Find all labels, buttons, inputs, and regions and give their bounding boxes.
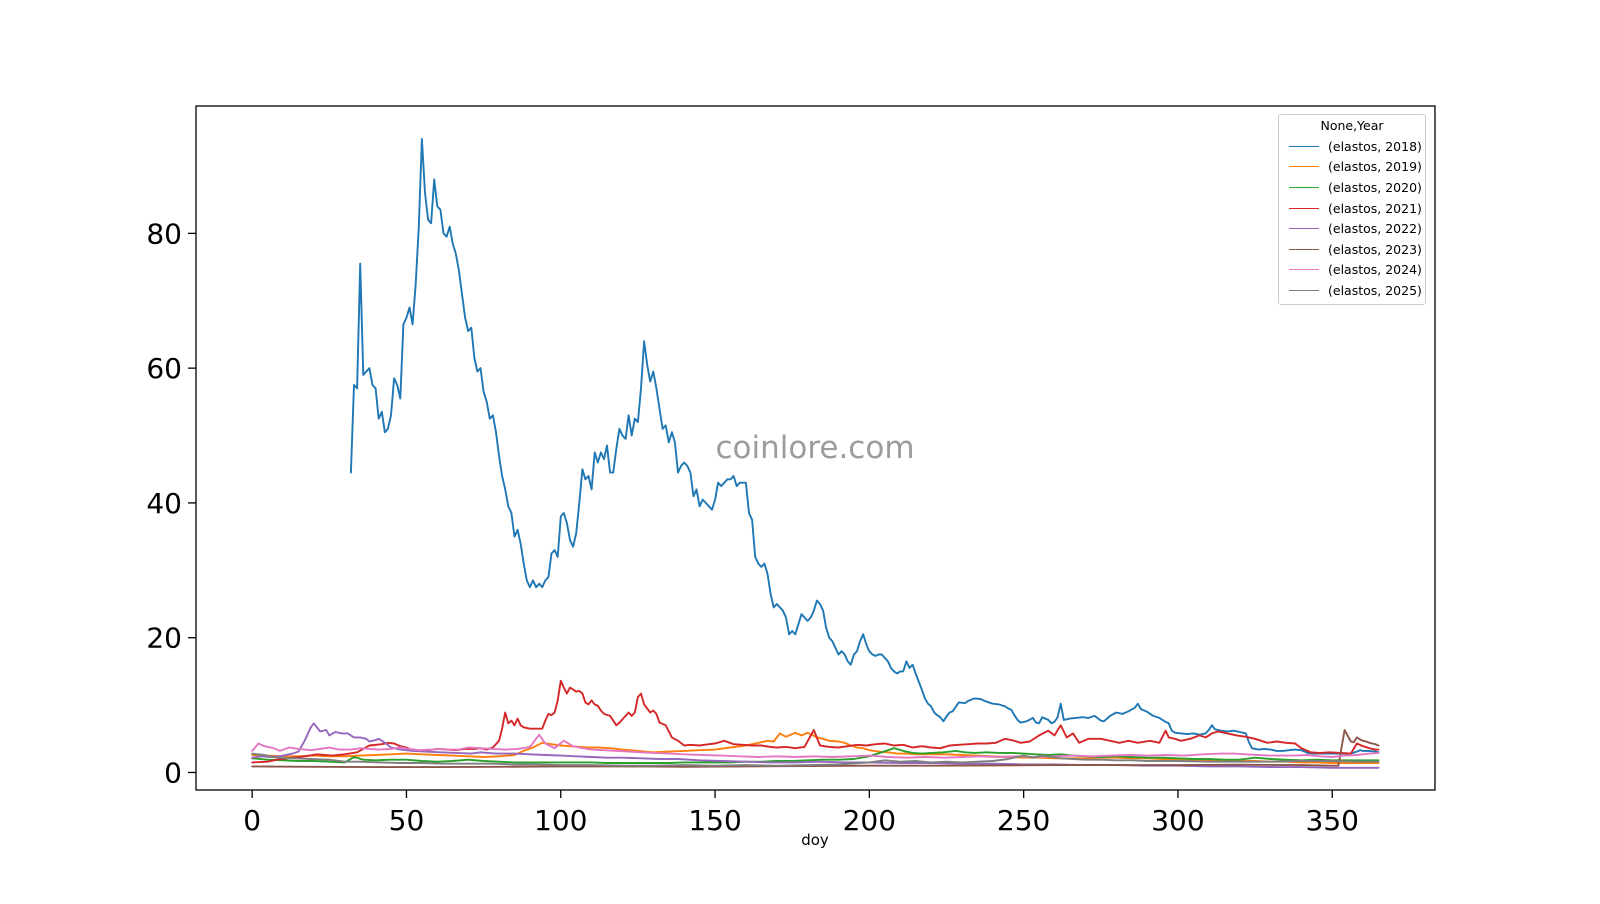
legend-swatch-2023 xyxy=(1289,248,1319,250)
plot-frame xyxy=(195,105,1436,791)
legend-swatch-2025 xyxy=(1289,289,1319,291)
legend-item-2021: (elastos, 2021) xyxy=(1279,198,1425,219)
x-tick-label: 300 xyxy=(1151,804,1204,837)
legend-swatch-2022 xyxy=(1289,228,1319,230)
legend-item-2023: (elastos, 2023) xyxy=(1279,239,1425,260)
legend-item-2018: (elastos, 2018) xyxy=(1279,136,1425,157)
legend-label-2023: (elastos, 2023) xyxy=(1328,241,1422,257)
legend-item-2019: (elastos, 2019) xyxy=(1279,157,1425,178)
legend-swatch-2024 xyxy=(1289,269,1319,271)
series-line-2020 xyxy=(251,747,1380,764)
legend-label-2018: (elastos, 2018) xyxy=(1328,138,1422,154)
y-tick-label: 60 xyxy=(146,352,182,385)
legend-box: None,Year (elastos, 2018) (elastos, 2019)… xyxy=(1278,114,1426,305)
series-line-2023 xyxy=(251,729,1380,769)
x-tick-label: 200 xyxy=(843,804,896,837)
y-tick-label: 40 xyxy=(146,487,182,520)
legend-title: None,Year xyxy=(1320,118,1384,133)
legend-label-2024: (elastos, 2024) xyxy=(1328,262,1422,278)
x-tick-label: 100 xyxy=(534,804,587,837)
x-tick-label: 150 xyxy=(688,804,741,837)
x-tick-label: 0 xyxy=(243,804,261,837)
series-line-2018 xyxy=(349,138,1380,755)
y-tick-label: 0 xyxy=(164,756,182,789)
y-tick-label: 80 xyxy=(146,217,182,250)
legend-label-2019: (elastos, 2019) xyxy=(1328,159,1422,175)
legend-label-2025: (elastos, 2025) xyxy=(1328,282,1422,298)
legend-item-2020: (elastos, 2020) xyxy=(1279,177,1425,198)
axes-layer: 0 50 100 150 200 250 300 350 0 20 40 60 80 xyxy=(146,105,1436,837)
legend-swatch-2019 xyxy=(1289,166,1319,168)
legend-swatch-2020 xyxy=(1289,186,1319,188)
series-layer xyxy=(251,138,1380,769)
x-tick-label: 350 xyxy=(1306,804,1359,837)
x-tick-label: 250 xyxy=(997,804,1050,837)
series-line-2021 xyxy=(251,679,1380,764)
legend-item-2022: (elastos, 2022) xyxy=(1279,218,1425,239)
legend-label-2022: (elastos, 2022) xyxy=(1328,221,1422,237)
legend-item-2024: (elastos, 2024) xyxy=(1279,260,1425,281)
y-tick-label: 20 xyxy=(146,622,182,655)
legend-label-2020: (elastos, 2020) xyxy=(1328,179,1422,195)
legend-swatch-2021 xyxy=(1289,207,1319,209)
legend-rows: (elastos, 2018) (elastos, 2019) (elastos, … xyxy=(1279,136,1425,301)
watermark-text: coinlore.com xyxy=(715,430,914,466)
series-line-2025 xyxy=(251,752,1380,767)
legend-label-2021: (elastos, 2021) xyxy=(1328,200,1422,216)
legend-swatch-2018 xyxy=(1289,145,1319,147)
legend-item-2025: (elastos, 2025) xyxy=(1279,280,1425,301)
x-axis-label: doy xyxy=(801,831,829,849)
series-line-2024 xyxy=(251,733,1380,759)
x-tick-label: 50 xyxy=(389,804,425,837)
